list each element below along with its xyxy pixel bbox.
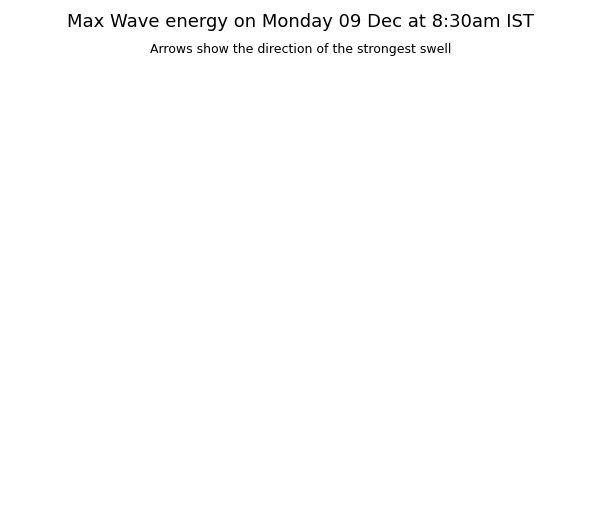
Text: Arrows show the direction of the strongest swell: Arrows show the direction of the stronge…	[150, 42, 451, 56]
Text: Max Wave energy on Monday 09 Dec at 8:30am IST: Max Wave energy on Monday 09 Dec at 8:30…	[67, 12, 534, 31]
